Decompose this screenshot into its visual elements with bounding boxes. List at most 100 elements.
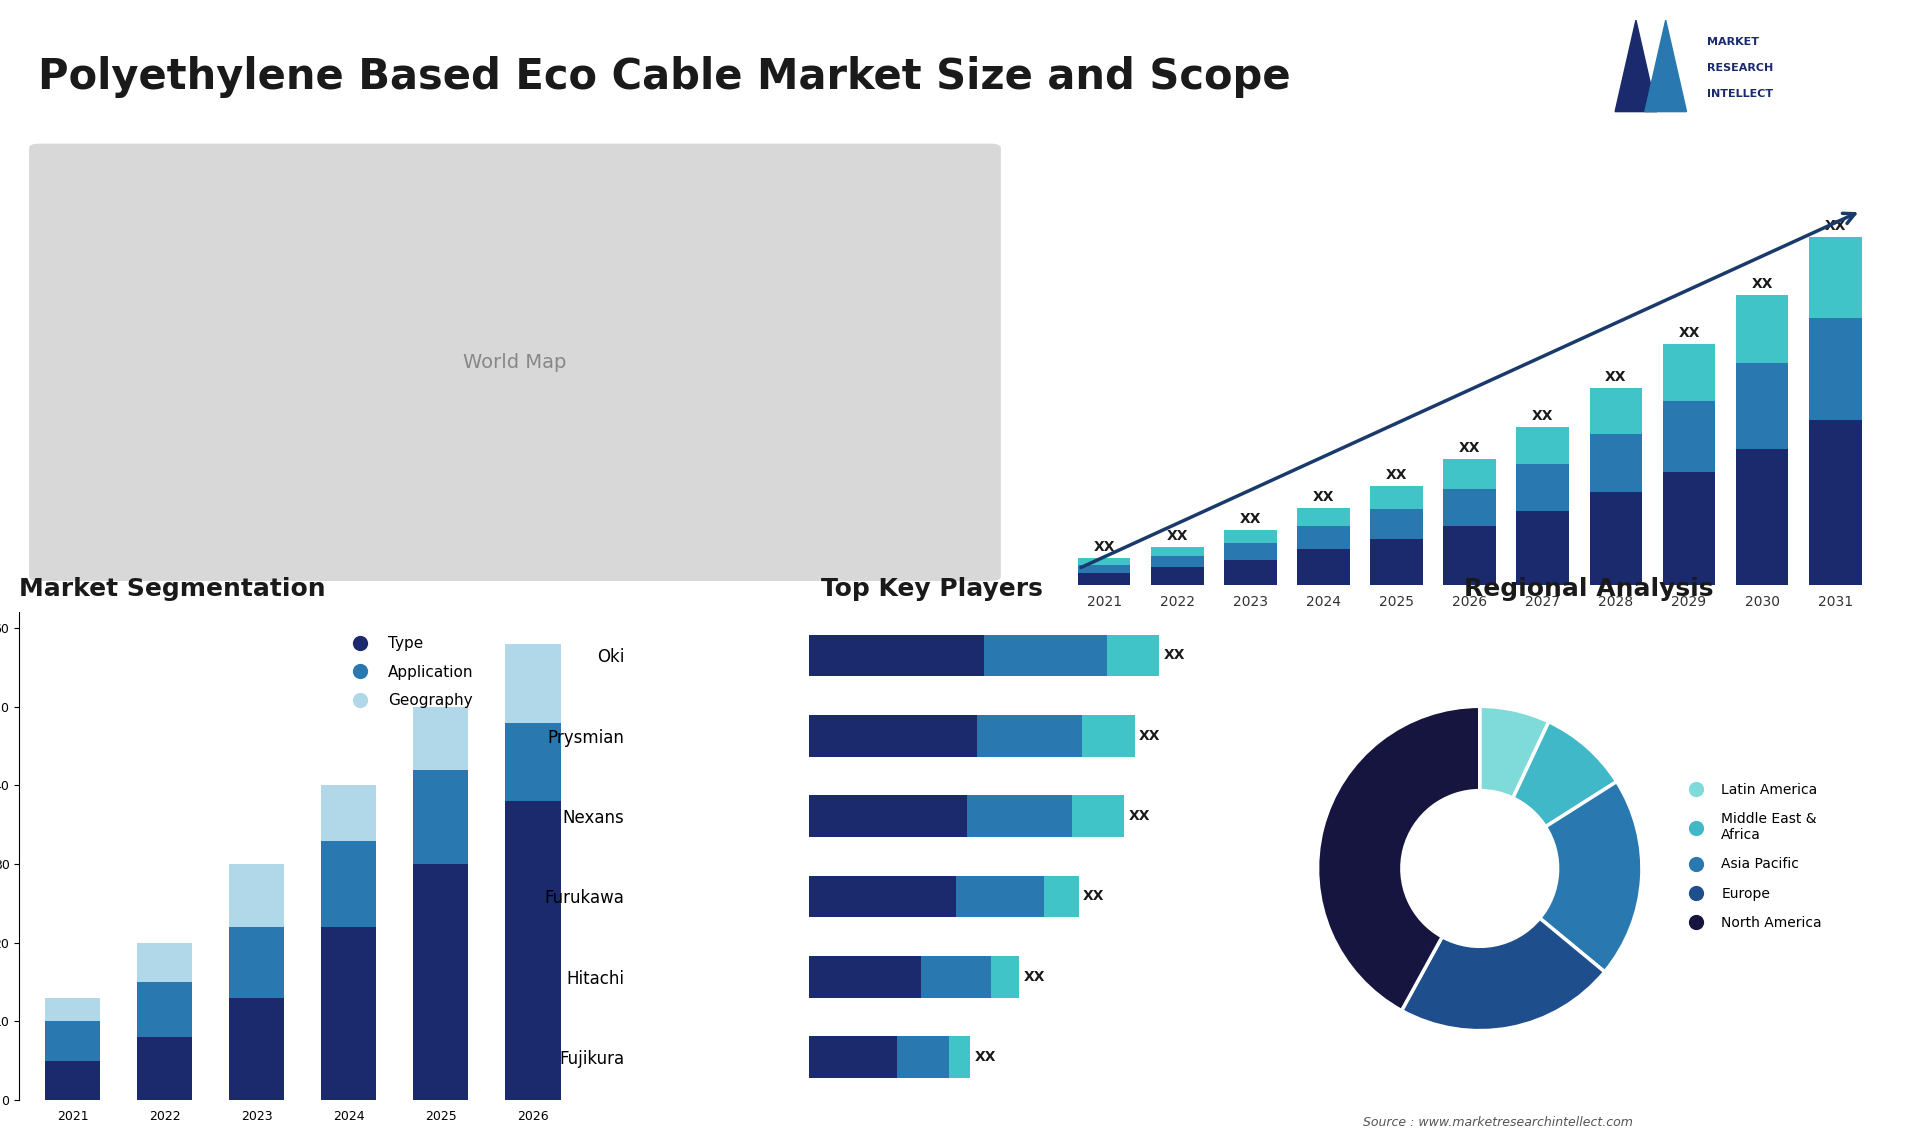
Text: INTELLECT: INTELLECT bbox=[1707, 89, 1774, 100]
Bar bbox=[1809, 319, 1862, 421]
Bar bbox=[413, 770, 468, 864]
Bar bbox=[1106, 635, 1160, 676]
Bar bbox=[1225, 543, 1277, 559]
Text: Source : www.marketresearchintellect.com: Source : www.marketresearchintellect.com bbox=[1363, 1116, 1632, 1129]
Text: World Map: World Map bbox=[463, 353, 566, 371]
Bar bbox=[1225, 559, 1277, 586]
Bar bbox=[505, 801, 561, 1100]
Bar bbox=[1809, 237, 1862, 319]
Bar bbox=[956, 876, 1044, 917]
Bar bbox=[44, 1061, 100, 1100]
Text: XX: XX bbox=[1139, 729, 1160, 743]
Bar bbox=[136, 982, 192, 1037]
Bar bbox=[1663, 401, 1715, 472]
Bar bbox=[1444, 526, 1496, 586]
Bar bbox=[808, 1036, 897, 1078]
Bar bbox=[1071, 795, 1125, 837]
Bar bbox=[1371, 539, 1423, 586]
Bar bbox=[808, 635, 985, 676]
Text: MARKET: MARKET bbox=[1707, 37, 1759, 47]
Bar bbox=[228, 864, 284, 927]
Bar bbox=[228, 998, 284, 1100]
Bar bbox=[321, 927, 376, 1100]
Text: XX: XX bbox=[1386, 468, 1407, 482]
Bar bbox=[985, 635, 1106, 676]
Bar bbox=[1444, 458, 1496, 488]
Bar bbox=[413, 864, 468, 1100]
Bar bbox=[1077, 558, 1131, 565]
Bar bbox=[1663, 344, 1715, 401]
Text: XX: XX bbox=[1129, 809, 1150, 823]
Bar bbox=[808, 715, 977, 756]
Bar bbox=[1517, 426, 1569, 464]
Bar bbox=[321, 785, 376, 840]
Bar bbox=[505, 722, 561, 801]
Text: XX: XX bbox=[1605, 370, 1626, 384]
Bar bbox=[808, 795, 966, 837]
Bar bbox=[1371, 486, 1423, 509]
Text: XX: XX bbox=[1023, 970, 1044, 983]
Bar bbox=[808, 956, 922, 998]
Text: XX: XX bbox=[1240, 512, 1261, 526]
Bar bbox=[1077, 565, 1131, 573]
Bar bbox=[1590, 387, 1642, 434]
Bar bbox=[1736, 363, 1789, 448]
Polygon shape bbox=[1615, 21, 1657, 111]
Title: Regional Analysis: Regional Analysis bbox=[1465, 576, 1715, 601]
Bar bbox=[1444, 488, 1496, 526]
Legend: Type, Application, Geography: Type, Application, Geography bbox=[338, 630, 480, 714]
Title: Top Key Players: Top Key Players bbox=[820, 576, 1043, 601]
Bar bbox=[1225, 529, 1277, 543]
Text: XX: XX bbox=[1167, 528, 1188, 543]
Bar bbox=[1077, 573, 1131, 586]
Text: XX: XX bbox=[1824, 219, 1845, 233]
Text: XX: XX bbox=[1313, 490, 1334, 504]
Bar bbox=[1298, 508, 1350, 526]
Bar bbox=[991, 956, 1020, 998]
Legend: Latin America, Middle East &
Africa, Asia Pacific, Europe, North America: Latin America, Middle East & Africa, Asi… bbox=[1676, 777, 1828, 935]
Bar bbox=[1371, 509, 1423, 539]
Text: XX: XX bbox=[1092, 541, 1116, 555]
Polygon shape bbox=[1645, 21, 1686, 111]
Bar bbox=[136, 943, 192, 982]
Bar bbox=[136, 1037, 192, 1100]
Bar bbox=[1150, 556, 1204, 567]
Bar bbox=[808, 876, 956, 917]
Bar bbox=[321, 840, 376, 927]
Text: XX: XX bbox=[1083, 889, 1104, 903]
Bar bbox=[1736, 295, 1789, 363]
Bar bbox=[44, 1021, 100, 1061]
Bar bbox=[1044, 876, 1079, 917]
Bar bbox=[1736, 448, 1789, 586]
Text: XX: XX bbox=[1459, 441, 1480, 455]
Bar bbox=[977, 715, 1083, 756]
Text: XX: XX bbox=[1678, 327, 1699, 340]
Bar bbox=[44, 998, 100, 1021]
Bar bbox=[897, 1036, 948, 1078]
Bar bbox=[1150, 567, 1204, 586]
Text: Market Segmentation: Market Segmentation bbox=[19, 576, 326, 601]
Text: XX: XX bbox=[973, 1050, 996, 1065]
Bar bbox=[1150, 547, 1204, 556]
Bar bbox=[1809, 421, 1862, 586]
Bar bbox=[922, 956, 991, 998]
Bar bbox=[1298, 549, 1350, 586]
Text: Polyethylene Based Eco Cable Market Size and Scope: Polyethylene Based Eco Cable Market Size… bbox=[38, 56, 1290, 99]
Text: XX: XX bbox=[1751, 277, 1772, 291]
Bar bbox=[505, 644, 561, 722]
Bar bbox=[1590, 493, 1642, 586]
Bar bbox=[948, 1036, 970, 1078]
Text: RESEARCH: RESEARCH bbox=[1707, 63, 1774, 73]
Bar bbox=[228, 927, 284, 998]
Bar bbox=[1590, 434, 1642, 493]
Bar bbox=[1517, 510, 1569, 586]
Bar bbox=[1663, 472, 1715, 586]
Bar bbox=[1517, 464, 1569, 510]
Text: XX: XX bbox=[1164, 649, 1185, 662]
Bar bbox=[1298, 526, 1350, 549]
Text: XX: XX bbox=[1532, 409, 1553, 423]
Bar bbox=[1083, 715, 1135, 756]
FancyBboxPatch shape bbox=[29, 143, 1000, 581]
Bar bbox=[966, 795, 1071, 837]
Bar bbox=[413, 707, 468, 770]
